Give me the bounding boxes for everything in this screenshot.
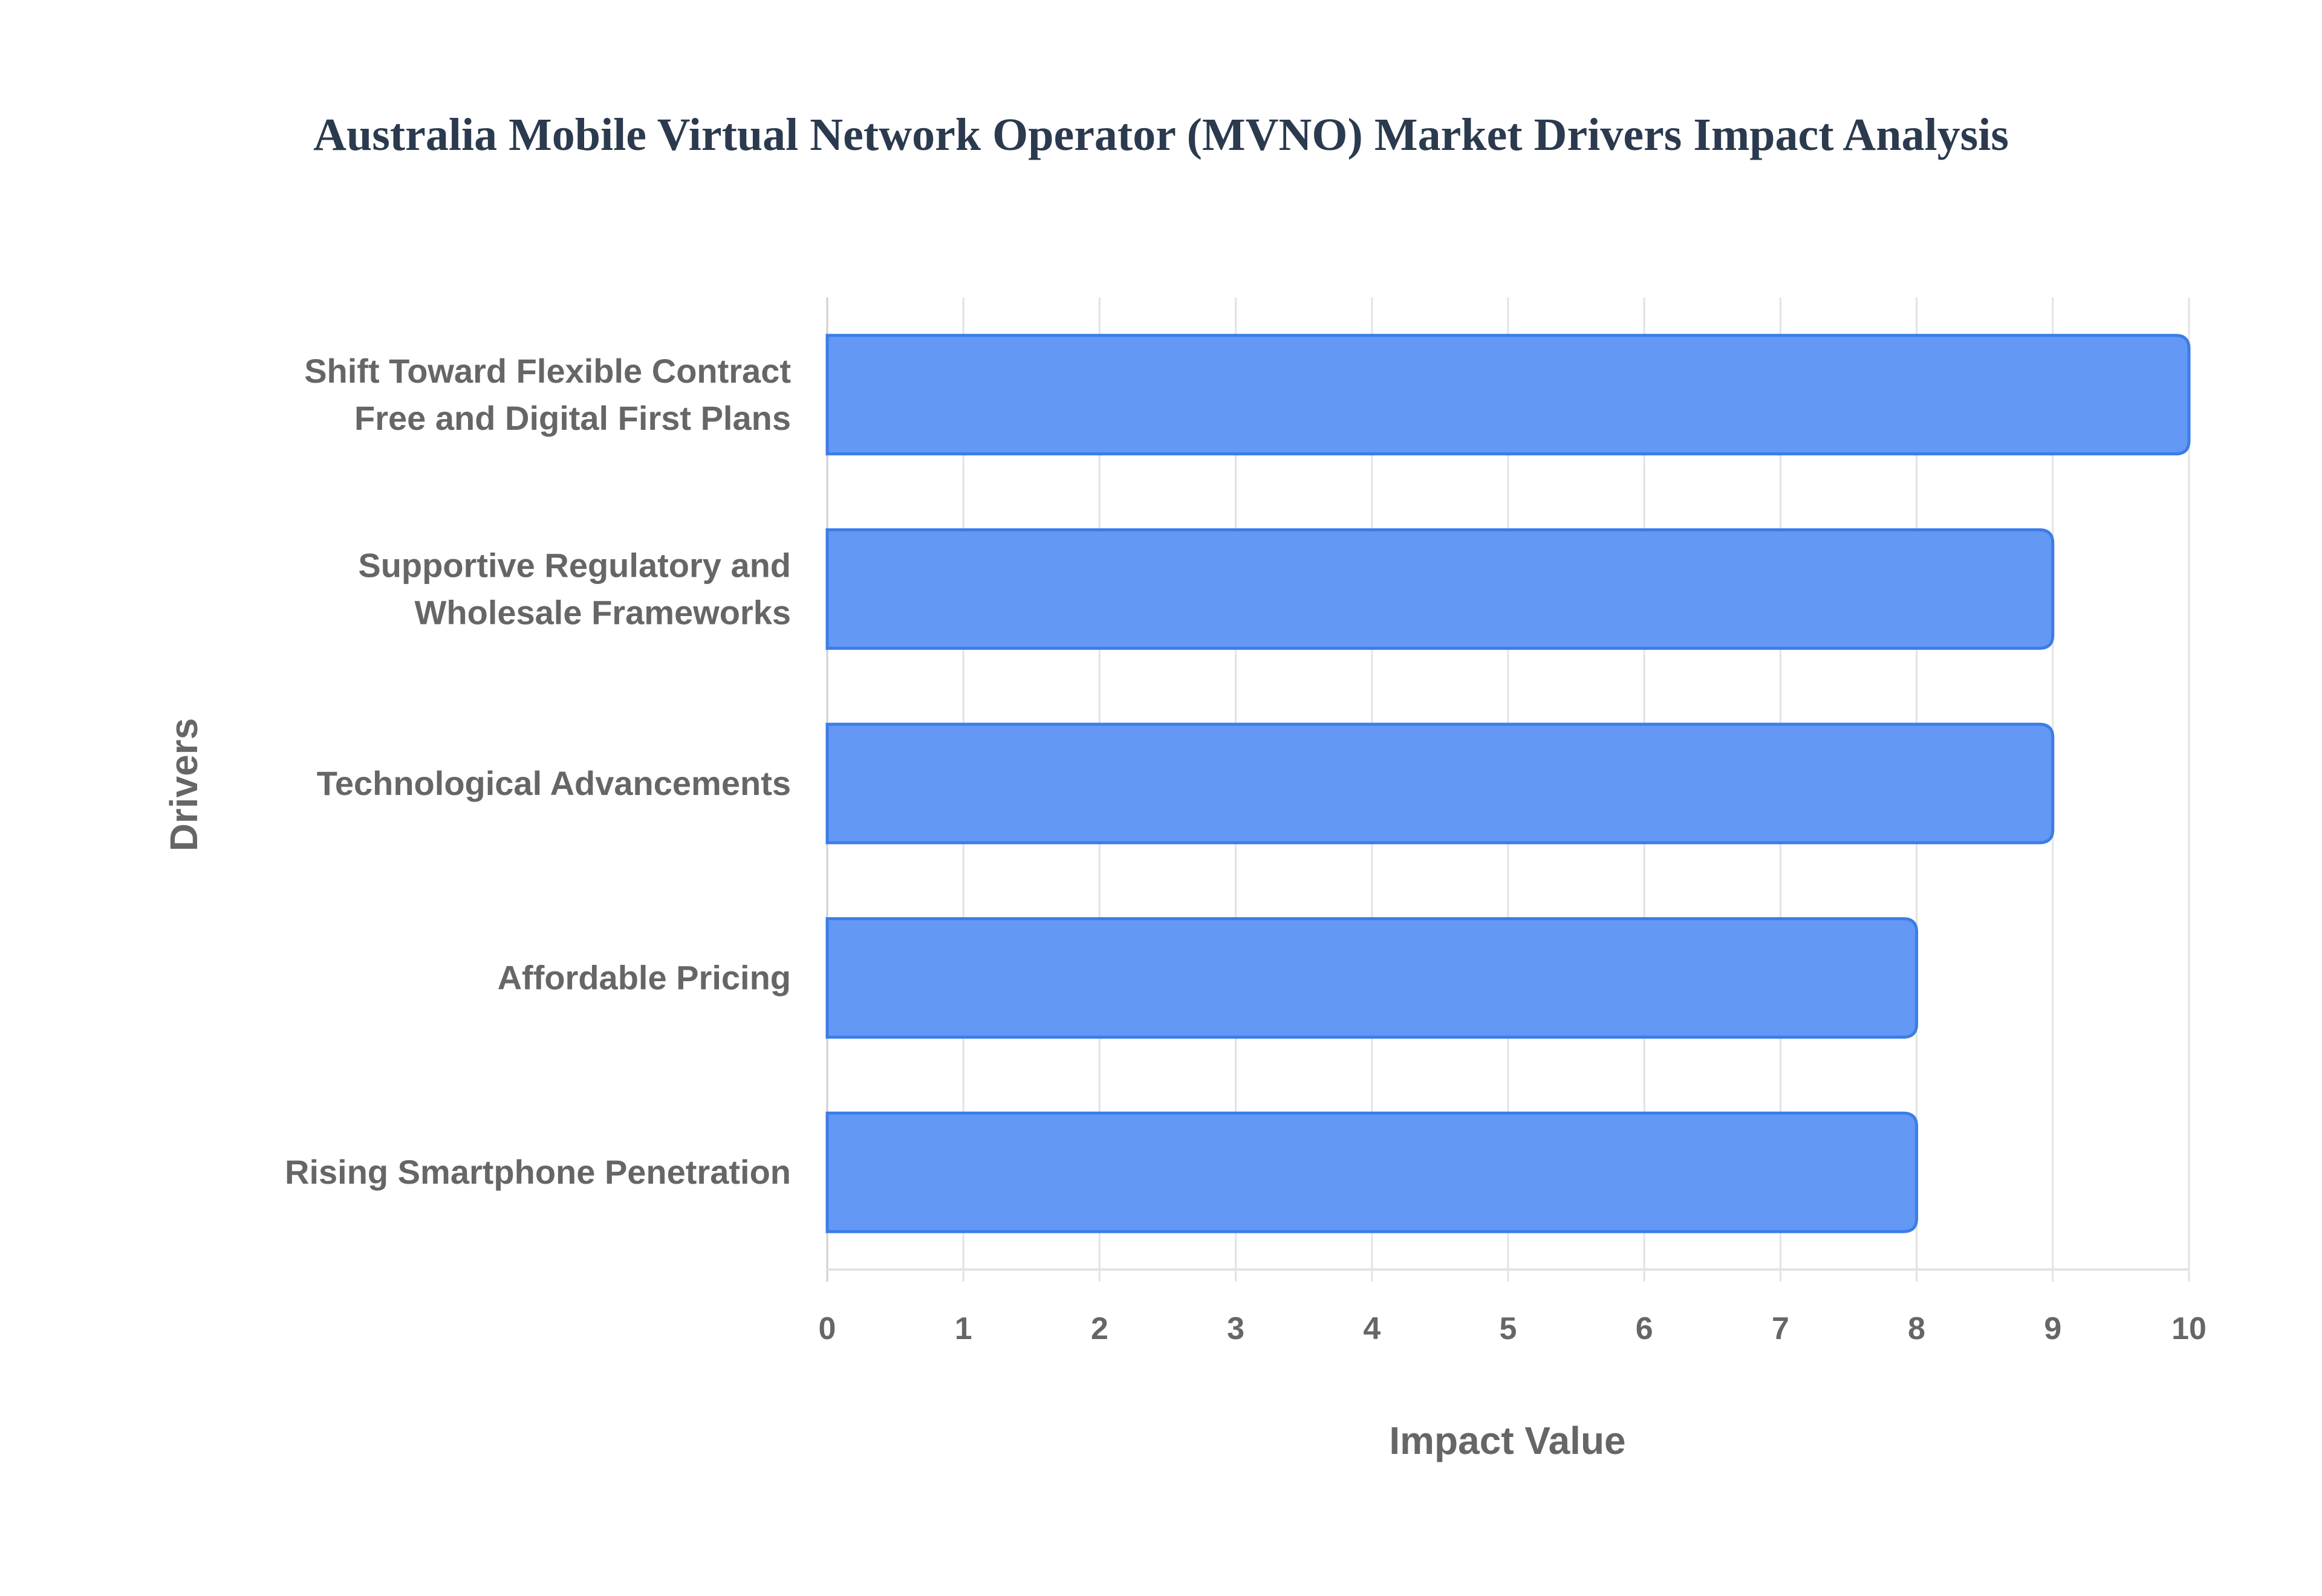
x-tick-label: 2 <box>1091 1311 1108 1346</box>
y-tick-label: Affordable Pricing <box>498 959 791 997</box>
bar[interactable] <box>825 722 2055 845</box>
x-tick-label: 10 <box>2171 1311 2207 1346</box>
x-tick-label: 3 <box>1227 1311 1244 1346</box>
x-tick-label: 8 <box>1908 1311 1925 1346</box>
y-tick-label: Wholesale Frameworks <box>415 593 791 631</box>
bar[interactable] <box>825 334 2191 456</box>
x-tick-label: 4 <box>1363 1311 1381 1346</box>
y-tick-label: Free and Digital First Plans <box>354 399 791 437</box>
x-tick-label: 6 <box>1636 1311 1653 1346</box>
x-tick-label: 5 <box>1500 1311 1517 1346</box>
chart-title: Australia Mobile Virtual Network Operato… <box>313 109 2009 160</box>
x-tick-label: 9 <box>2044 1311 2061 1346</box>
bar[interactable] <box>825 917 1919 1039</box>
y-tick-label: Shift Toward Flexible Contract <box>304 352 791 390</box>
x-axis-title: Impact Value <box>1389 1419 1625 1462</box>
x-tick-label: 7 <box>1772 1311 1789 1346</box>
y-tick-label: Rising Smartphone Penetration <box>285 1153 791 1191</box>
y-tick-label: Technological Advancements <box>317 764 791 802</box>
bar[interactable] <box>825 528 2055 650</box>
bar[interactable] <box>825 1111 1919 1233</box>
x-tick-label: 1 <box>955 1311 972 1346</box>
y-tick-label: Supportive Regulatory and <box>358 546 791 584</box>
y-axis-title: Drivers <box>162 718 206 852</box>
x-tick-label: 0 <box>819 1311 836 1346</box>
